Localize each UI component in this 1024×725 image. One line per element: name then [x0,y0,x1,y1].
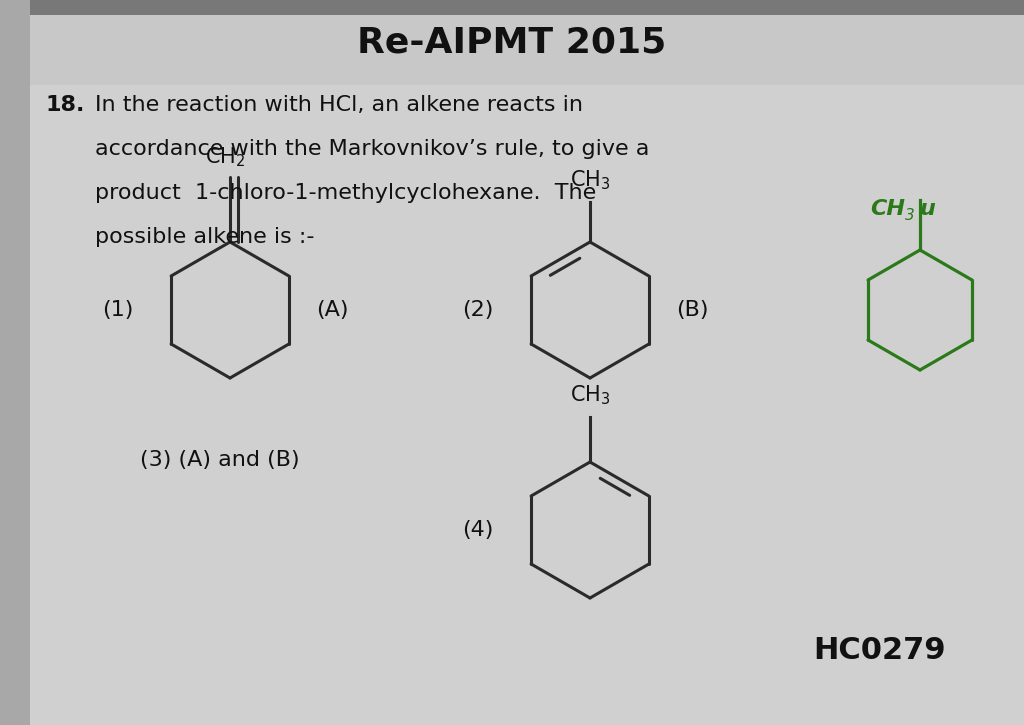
Text: accordance with the Markovnikov’s rule, to give a: accordance with the Markovnikov’s rule, … [95,139,649,159]
Text: (B): (B) [676,300,709,320]
Text: In the reaction with HCl, an alkene reacts in: In the reaction with HCl, an alkene reac… [95,95,583,115]
Text: u: u [920,199,936,219]
Text: HC0279: HC0279 [814,636,946,665]
Bar [0,0,1024,15]
Text: Re-AIPMT 2015: Re-AIPMT 2015 [357,25,667,59]
Text: 3: 3 [905,208,914,223]
Text: (1): (1) [102,300,134,320]
Text: CH$_3$: CH$_3$ [569,384,610,407]
Text: (3) (A) and (B): (3) (A) and (B) [140,450,300,470]
Text: (2): (2) [463,300,494,320]
Text: product  1-chloro-1-methylcyclohexane.  The: product 1-chloro-1-methylcyclohexane. Th… [95,183,596,203]
Bar [0,0,30,725]
Text: CH: CH [870,199,905,219]
Text: 18.: 18. [45,95,84,115]
Text: (A): (A) [316,300,348,320]
Bar [0,0,1024,85]
Text: possible alkene is :-: possible alkene is :- [95,227,314,247]
Text: CH$_2$: CH$_2$ [205,146,245,169]
Text: CH$_3$: CH$_3$ [569,168,610,192]
Text: (4): (4) [463,520,494,540]
